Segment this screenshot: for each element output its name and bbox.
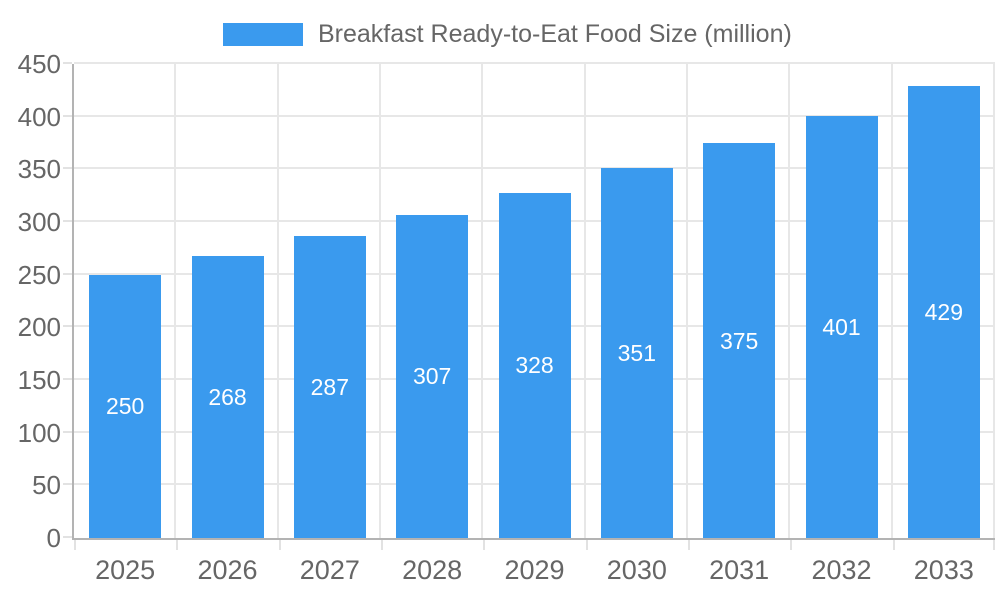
x-axis-label: 2029 bbox=[504, 555, 565, 585]
y-axis-label: 300 bbox=[17, 207, 61, 237]
bar-2031[interactable]: 375 bbox=[703, 143, 776, 538]
bar-2033[interactable]: 429 bbox=[907, 86, 980, 538]
gridline-x bbox=[583, 64, 586, 538]
y-axis-label: 150 bbox=[17, 365, 61, 395]
x-axis-label: 2026 bbox=[197, 555, 258, 585]
y-axis-label: 450 bbox=[17, 49, 61, 79]
x-axis-tick bbox=[892, 540, 895, 550]
bar-value-label: 401 bbox=[822, 313, 861, 340]
y-axis-label: 400 bbox=[17, 101, 61, 132]
legend-label: Breakfast Ready-to-Eat Food Size (millio… bbox=[318, 20, 792, 48]
gridline-x bbox=[686, 64, 688, 538]
y-axis-label: 250 bbox=[17, 259, 61, 290]
x-axis-label: 2028 bbox=[402, 555, 463, 585]
x-axis-label: 2033 bbox=[913, 555, 974, 585]
x-axis-tick bbox=[381, 540, 383, 550]
bar-value-label: 307 bbox=[412, 363, 452, 390]
x-axis-label: 2031 bbox=[709, 555, 770, 585]
y-axis-tick bbox=[63, 220, 72, 222]
y-axis-tick bbox=[63, 114, 72, 117]
y-axis-tick bbox=[63, 167, 72, 170]
y-axis-tick bbox=[63, 430, 72, 433]
x-axis-tick bbox=[176, 540, 179, 550]
bar-2029[interactable]: 328 bbox=[498, 192, 571, 538]
x-axis-tick bbox=[790, 540, 793, 550]
y-axis-label: 350 bbox=[17, 154, 61, 185]
legend-item[interactable]: Breakfast Ready-to-Eat Food Size (millio… bbox=[223, 19, 792, 49]
bar-value-label: 429 bbox=[924, 299, 964, 326]
bar-value-label: 328 bbox=[515, 352, 554, 379]
gridline-x bbox=[276, 64, 279, 538]
x-axis-tick bbox=[483, 540, 486, 550]
x-axis-label: 2027 bbox=[299, 555, 360, 585]
x-axis-line bbox=[72, 538, 995, 540]
bar-2032[interactable]: 401 bbox=[805, 115, 878, 538]
y-axis-tick bbox=[63, 483, 72, 486]
bar-value-label: 268 bbox=[208, 383, 247, 410]
gridline-x bbox=[174, 64, 177, 538]
gridline-y bbox=[74, 62, 995, 64]
x-axis-tick bbox=[278, 540, 281, 550]
y-axis-label: 200 bbox=[17, 312, 61, 343]
x-axis-label: 2030 bbox=[606, 555, 667, 585]
bar-2026[interactable]: 268 bbox=[191, 255, 264, 538]
y-axis-tick bbox=[63, 378, 72, 380]
y-axis-label: 0 bbox=[46, 523, 61, 553]
bar-2025[interactable]: 250 bbox=[89, 274, 162, 538]
y-axis-tick bbox=[63, 272, 72, 275]
x-axis-tick bbox=[585, 540, 588, 550]
x-axis-label: 2025 bbox=[95, 555, 156, 585]
bar-value-label: 375 bbox=[719, 327, 759, 354]
y-axis-tick bbox=[63, 325, 72, 328]
x-axis-tick bbox=[688, 540, 690, 550]
gridline-x bbox=[379, 64, 381, 538]
y-axis-label: 100 bbox=[17, 417, 61, 448]
bar-value-label: 351 bbox=[617, 340, 657, 367]
gridline-y bbox=[74, 167, 995, 170]
gridline-x bbox=[993, 64, 995, 538]
bar-2028[interactable]: 307 bbox=[396, 214, 469, 538]
y-axis-tick bbox=[63, 62, 72, 64]
y-axis-line bbox=[72, 64, 74, 538]
plot-area: 0 50 100 150 200 250 300 350 400 450 2025 2026 2027 2… bbox=[18, 49, 995, 585]
x-axis-label: 2032 bbox=[811, 555, 872, 585]
x-axis-tick bbox=[74, 540, 76, 550]
gridline-x bbox=[788, 64, 791, 538]
gridline-x bbox=[890, 64, 893, 538]
y-axis-label: 50 bbox=[32, 470, 61, 501]
bar-value-label: 250 bbox=[105, 393, 145, 420]
legend-swatch bbox=[223, 22, 303, 46]
gridline-x bbox=[481, 64, 484, 538]
y-axis-tick bbox=[63, 536, 72, 538]
bar-2030[interactable]: 351 bbox=[600, 168, 673, 538]
x-axis-tick bbox=[993, 540, 995, 550]
bar-2027[interactable]: 287 bbox=[293, 235, 366, 538]
gridline-y bbox=[74, 114, 995, 117]
bar-value-label: 287 bbox=[310, 373, 350, 400]
